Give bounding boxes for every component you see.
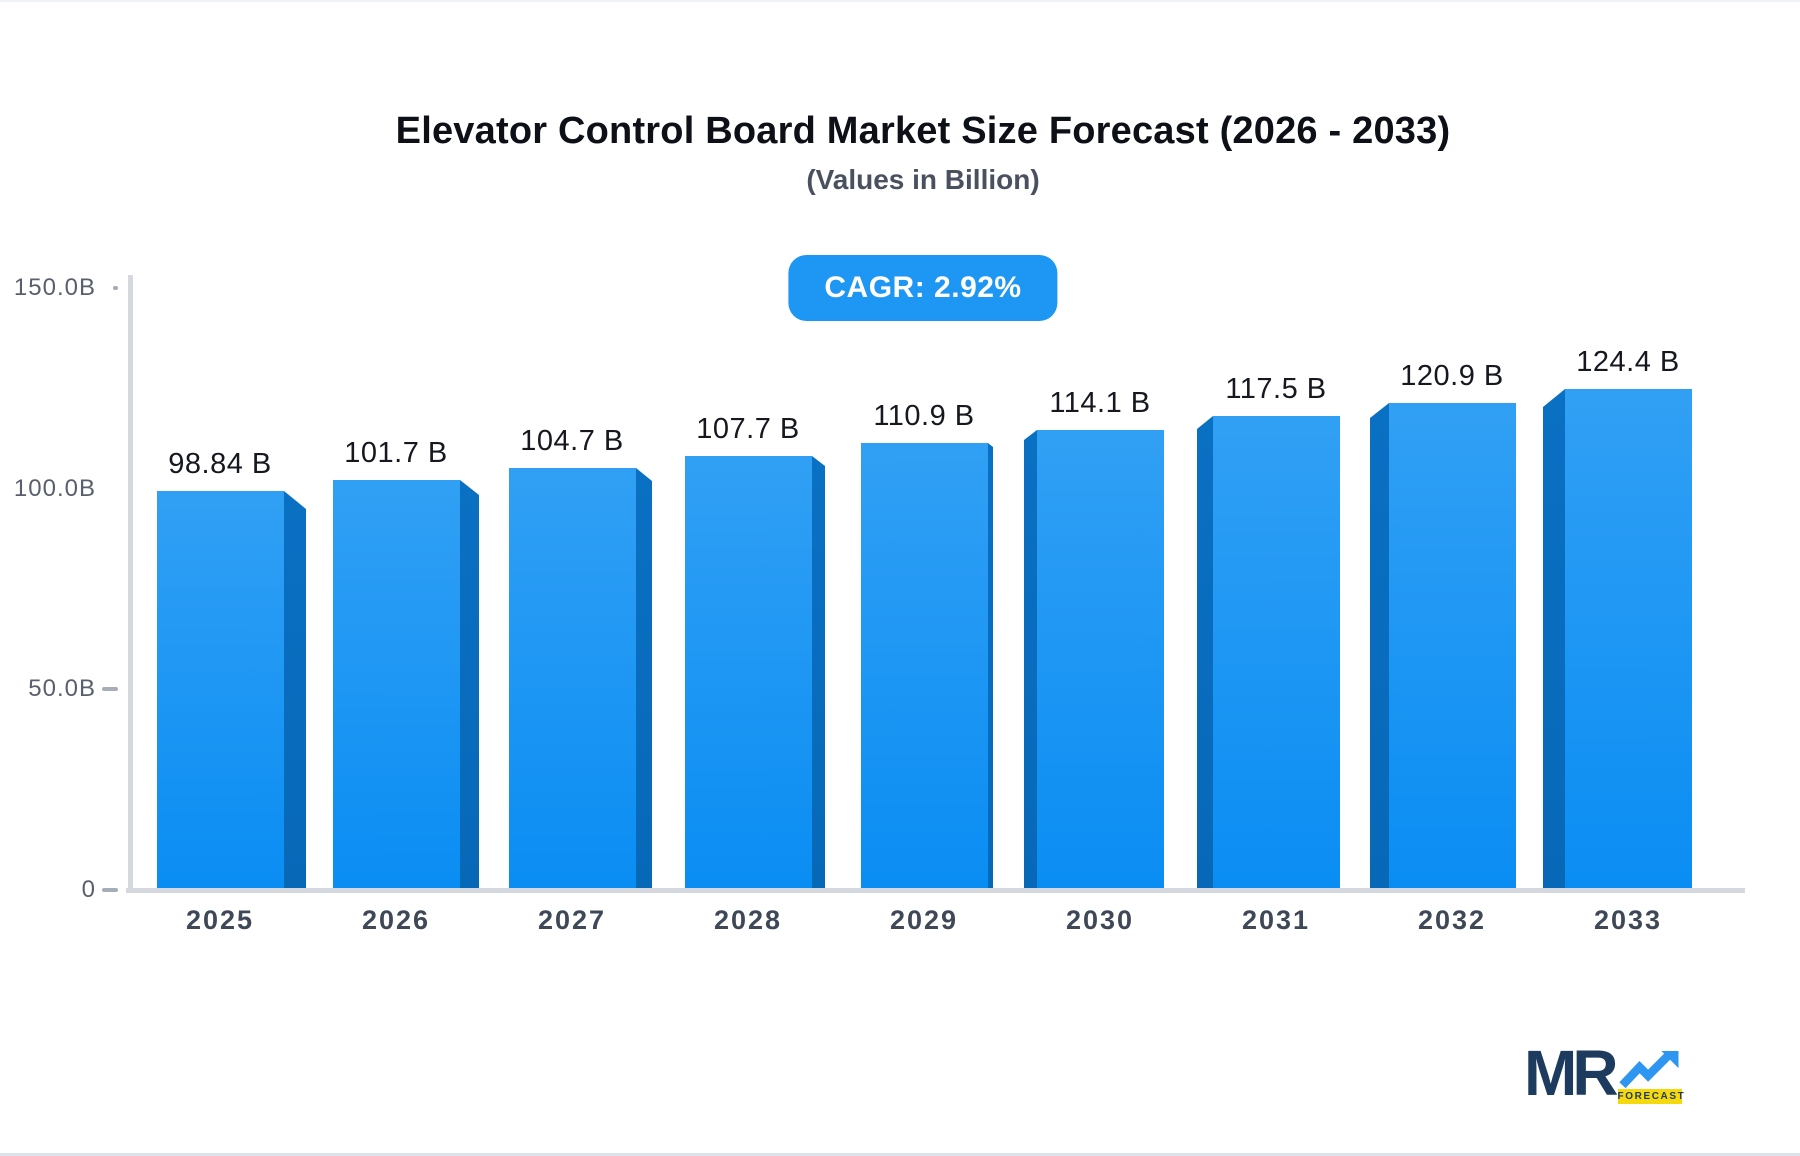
- chart-subtitle: (Values in Billion): [806, 164, 1040, 195]
- logo-forecast-badge: FORECAST: [1617, 1089, 1686, 1104]
- x-axis-label: 2027: [537, 905, 607, 935]
- bar-value-label: 101.7 B: [344, 437, 448, 469]
- x-axis-label: 2026: [361, 905, 431, 935]
- x-axis-label: 2032: [1417, 905, 1487, 935]
- bar-value-label: 120.9 B: [1400, 360, 1504, 392]
- y-tick-label: 100.0B: [13, 474, 96, 502]
- bar-front-face[interactable]: [1389, 403, 1516, 888]
- bar-value-label: 114.1 B: [1049, 387, 1151, 419]
- bar-side-face: [460, 480, 479, 888]
- bar-value-label: 104.7 B: [520, 425, 624, 457]
- bar-side-face: [1543, 389, 1565, 888]
- y-tick-mark: [102, 888, 118, 892]
- bar-front-face[interactable]: [1565, 389, 1692, 888]
- y-tick-mark: [113, 286, 118, 290]
- y-tick-label: 150.0B: [13, 274, 96, 301]
- x-axis-label: 2025: [185, 905, 255, 935]
- y-axis-line: [128, 275, 133, 893]
- bar-front-face[interactable]: [157, 491, 284, 888]
- bar-side-face: [636, 468, 652, 888]
- bar-side-face: [284, 491, 306, 888]
- bar-front-face[interactable]: [685, 456, 812, 888]
- bar-front-face[interactable]: [1037, 430, 1164, 888]
- bar-value-label: 117.5 B: [1225, 373, 1327, 405]
- mrforecast-logo: MR FORECAST: [1524, 1037, 1700, 1109]
- logo-right-block: FORECAST: [1617, 1051, 1686, 1104]
- bar-side-face: [1024, 430, 1037, 888]
- bar-side-face: [1370, 403, 1389, 888]
- y-tick-label: 50.0B: [28, 675, 96, 703]
- cagr-badge: CAGR: 2.92%: [788, 255, 1058, 321]
- bar-value-label: 124.4 B: [1576, 346, 1680, 378]
- x-axis-line: [126, 888, 1745, 893]
- chart-title: Elevator Control Board Market Size Forec…: [395, 110, 1451, 152]
- x-axis-label: 2029: [889, 905, 959, 935]
- bar-value-label: 110.9 B: [873, 400, 975, 432]
- bar-front-face[interactable]: [333, 480, 460, 888]
- x-axis-label: 2028: [713, 905, 783, 935]
- x-axis-label: 2030: [1065, 905, 1135, 935]
- bar-side-face: [988, 443, 993, 888]
- x-axis-label: 2031: [1241, 905, 1311, 935]
- bar-value-label: 98.84 B: [168, 448, 272, 480]
- logo-mr-text: MR: [1524, 1037, 1619, 1109]
- y-tick-mark: [102, 687, 118, 692]
- x-axis-label: 2033: [1593, 905, 1663, 935]
- logo-trend-arrow-icon: [1618, 1051, 1679, 1089]
- bar-value-label: 107.7 B: [696, 413, 800, 445]
- bar-front-face[interactable]: [861, 443, 988, 888]
- bar-front-face[interactable]: [509, 468, 636, 888]
- bar-side-face: [812, 456, 825, 888]
- bar-side-face: [1197, 416, 1213, 888]
- y-tick-label: 0: [81, 876, 96, 903]
- bar-front-face[interactable]: [1213, 416, 1340, 888]
